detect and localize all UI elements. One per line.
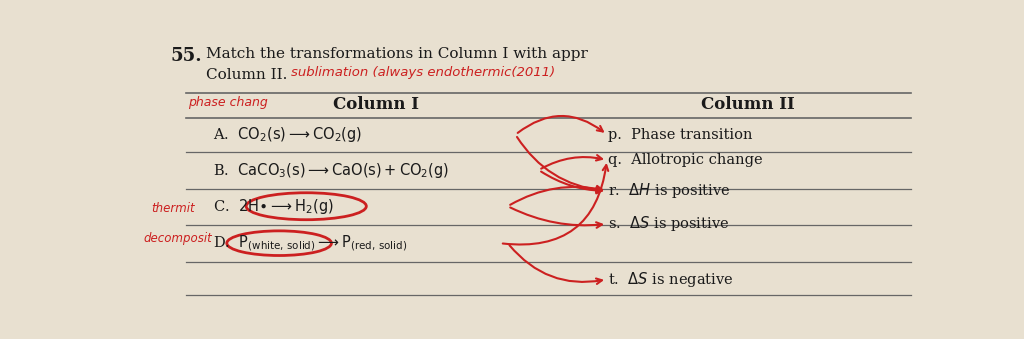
Text: 55.: 55. [171, 47, 203, 65]
Text: q.  Allotropic change: q. Allotropic change [608, 153, 763, 167]
Text: phase chang: phase chang [188, 96, 268, 109]
Text: Match the transformations in Column I with appr: Match the transformations in Column I wi… [206, 47, 588, 61]
Text: r.  $\Delta H$ is positive: r. $\Delta H$ is positive [608, 181, 731, 200]
Text: B.  $\mathrm{CaCO_3(s)\longrightarrow CaO(s)+CO_2(g)}$: B. $\mathrm{CaCO_3(s)\longrightarrow CaO… [213, 161, 450, 180]
Text: p.  Phase transition: p. Phase transition [608, 127, 753, 142]
Text: Column II: Column II [701, 96, 795, 113]
Text: C.  $\mathrm{2H{\bullet}\longrightarrow H_2(g)}$: C. $\mathrm{2H{\bullet}\longrightarrow H… [213, 197, 334, 216]
Text: sublimation (always endothermic(2011): sublimation (always endothermic(2011) [291, 66, 555, 79]
Text: Column II.: Column II. [206, 67, 287, 82]
Text: decomposit: decomposit [143, 232, 212, 245]
Text: Column I: Column I [333, 96, 419, 113]
Text: A.  $\mathrm{CO_2(s)\longrightarrow CO_2(g)}$: A. $\mathrm{CO_2(s)\longrightarrow CO_2(… [213, 125, 362, 144]
Text: D.  $\mathrm{P_{(white,\,solid)}\longrightarrow P_{(red,\,solid)}}$: D. $\mathrm{P_{(white,\,solid)}\longrigh… [213, 233, 408, 253]
Text: s.  $\Delta S$ is positive: s. $\Delta S$ is positive [608, 215, 730, 234]
Text: thermit: thermit [152, 202, 195, 215]
Text: t.  $\Delta S$ is negative: t. $\Delta S$ is negative [608, 270, 734, 289]
